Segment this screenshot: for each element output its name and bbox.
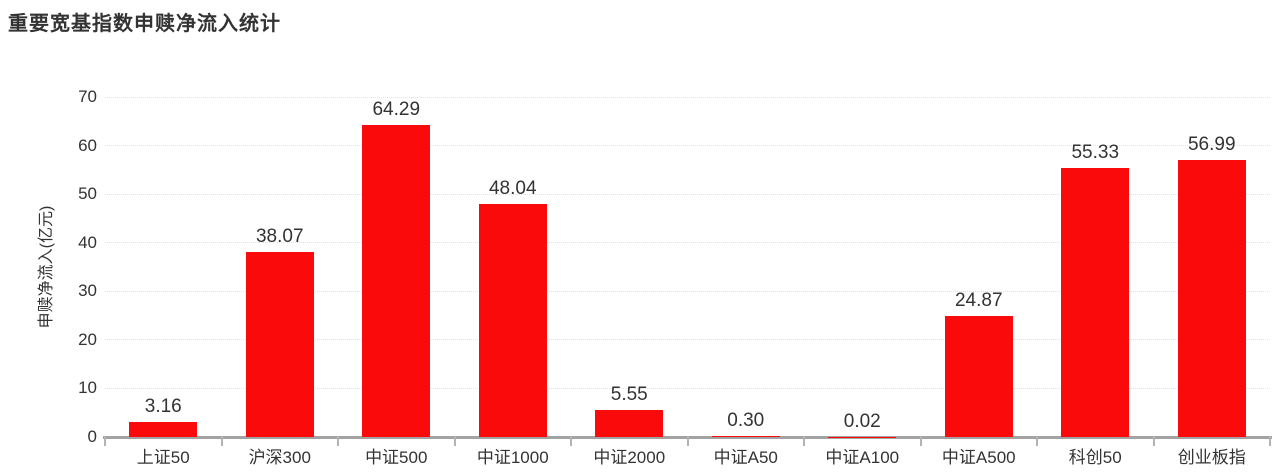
chart-title: 重要宽基指数申赎净流入统计: [8, 13, 281, 35]
x-tick-label: 中证1000: [476, 448, 549, 467]
y-tick-label: 0: [87, 427, 97, 446]
bar-value-label: 0.30: [727, 409, 765, 431]
bar[interactable]: [595, 410, 664, 437]
axis-tick: [803, 436, 805, 446]
bar-value-label: 3.16: [144, 395, 182, 417]
bar-value-label: 38.07: [255, 226, 304, 248]
y-tick-label: 30: [78, 281, 97, 301]
axis-tick: [220, 436, 223, 446]
bar-value-label: 5.55: [610, 384, 648, 406]
grid-line: [105, 339, 1270, 341]
grid-line: [105, 387, 1270, 389]
grid-line: [105, 242, 1270, 244]
bar[interactable]: [362, 124, 431, 437]
y-tick-label: 10: [78, 378, 97, 398]
grid-line: [105, 193, 1270, 195]
bar-value-label: 64.29: [372, 98, 421, 120]
grid-line: [105, 145, 1270, 147]
axis-tick: [686, 436, 689, 446]
axis-tick: [1152, 436, 1155, 446]
axis-tick: [104, 436, 106, 446]
axis-tick: [570, 436, 572, 446]
y-tick-label: 50: [78, 184, 97, 204]
y-tick-label: 60: [78, 135, 97, 155]
y-tick-label: 20: [78, 329, 97, 349]
x-tick-label: 中证2000: [593, 448, 666, 467]
bar-value-label: 48.04: [488, 177, 537, 199]
x-tick-label: 科创50: [1068, 448, 1122, 467]
x-tick-label: 中证A100: [825, 448, 900, 467]
bar[interactable]: [129, 421, 198, 437]
x-tick-label: 中证A500: [941, 448, 1016, 467]
x-tick-label: 中证500: [365, 448, 428, 467]
bar-value-label: 0.02: [843, 410, 881, 432]
bar-value-label: 24.87: [954, 290, 1003, 312]
x-tick-label: 沪深300: [248, 448, 311, 467]
bar[interactable]: [1177, 160, 1246, 437]
x-tick-label: 上证50: [136, 448, 190, 467]
grid-line: [105, 96, 1270, 98]
y-tick-label: 40: [78, 232, 97, 252]
axis-tick: [1269, 436, 1271, 446]
axis-tick: [919, 436, 922, 446]
bar-value-label: 55.33: [1071, 142, 1120, 164]
bar[interactable]: [1061, 168, 1130, 437]
axis-tick: [337, 436, 339, 446]
x-tick-label: 中证A50: [713, 448, 778, 467]
bar-value-label: 56.99: [1187, 134, 1236, 156]
axis-tick: [453, 436, 456, 446]
grid-line: [105, 290, 1270, 292]
axis-tick: [1036, 436, 1038, 446]
bar[interactable]: [944, 316, 1013, 437]
bar[interactable]: [711, 435, 780, 437]
y-tick-label: 70: [78, 87, 97, 106]
x-tick-label: 创业板指: [1177, 448, 1246, 467]
bar[interactable]: [478, 203, 547, 437]
bar[interactable]: [245, 252, 314, 437]
